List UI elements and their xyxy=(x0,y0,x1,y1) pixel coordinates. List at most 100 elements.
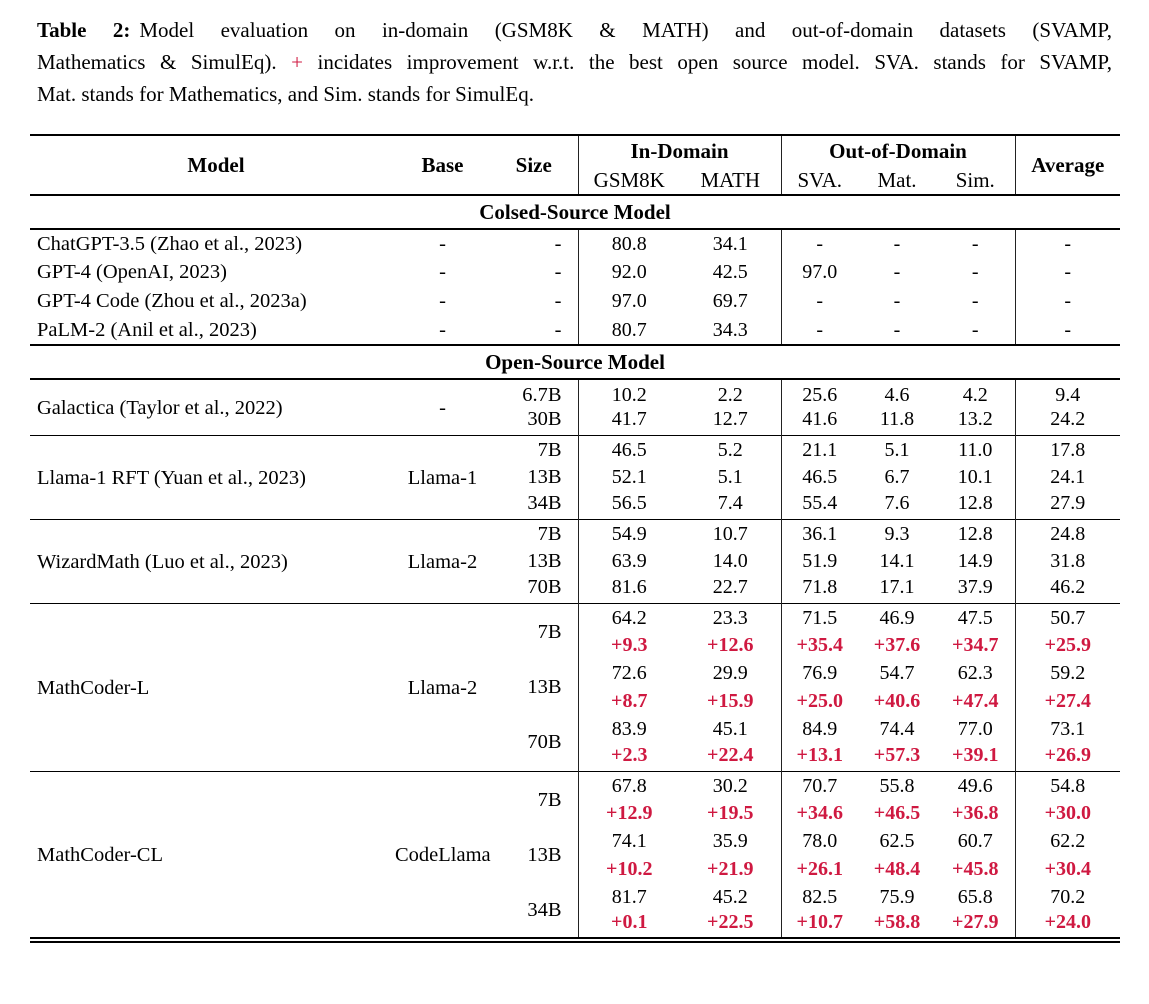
table-body: Colsed-Source Model ChatGPT-3.5 (Zhao et … xyxy=(30,194,1121,940)
size-cell: 34B xyxy=(527,898,562,921)
column-group-out-of-domain: Out-of-Domain xyxy=(780,135,1016,166)
value-cell: 62.3 xyxy=(957,661,993,684)
improvement-cell: +34.6 xyxy=(780,799,858,827)
improvement-cell: +22.5 xyxy=(707,911,754,933)
improvement-cell: +10.7 xyxy=(780,911,858,940)
value-cell: - xyxy=(971,318,979,341)
column-header-gsm8k: GSM8K xyxy=(577,166,680,195)
value-cell: 71.5 xyxy=(780,602,858,631)
table-row: 34B 56.5 7.4 55.4 7.6 12.8 27.9 xyxy=(30,491,1121,519)
value-cell: 63.9 xyxy=(577,547,680,575)
improvement-cell: +58.8 xyxy=(873,911,921,933)
column-header-model: Model xyxy=(187,152,245,177)
model-name-cell: WizardMath (Luo et al., 2023) xyxy=(30,518,395,603)
header-sub-row: GSM8K MATH SVA. Mat. Sim. xyxy=(30,166,1120,195)
value-cell: 41.7 xyxy=(577,407,680,435)
model-name-cell: ChatGPT-3.5 (Zhao et al., 2023) xyxy=(37,232,303,255)
improvement-cell: +30.0 xyxy=(1014,799,1121,827)
size-cell: 7B xyxy=(490,518,578,547)
value-cell: 81.7 xyxy=(577,883,680,911)
improvement-cell: +22.4 xyxy=(707,743,754,766)
header-group-row: Model Base Size In-Domain Out-of-Domain … xyxy=(30,135,1121,195)
value-cell: 17.1 xyxy=(879,575,915,598)
column-header-average: Average xyxy=(1014,135,1121,195)
value-cell: 5.1 xyxy=(717,465,743,488)
section-title: Colsed-Source Model xyxy=(30,194,1121,230)
improvement-cell: +12.6 xyxy=(707,633,754,656)
table-row: GPT-4 Code (Zhou et al., 2023a) - -97.0 69.… xyxy=(30,287,1121,316)
value-cell: 10.1 xyxy=(957,465,993,488)
base-model-cell: - xyxy=(439,261,446,283)
value-cell: 11.0 xyxy=(936,434,1016,463)
improvement-cell: +25.9 xyxy=(1014,631,1121,659)
table-row: GPT-4 (OpenAI, 2023) - -92.0 42.5 97.0- - - xyxy=(30,258,1121,287)
value-cell: 4.2 xyxy=(962,383,988,406)
table-row: 34B 81.7 45.2 82.5 75.9 65.8 70.2 xyxy=(30,883,1121,921)
base-model-cell: - xyxy=(439,290,446,312)
size-cell: 13B xyxy=(527,549,562,572)
section-header-row: Colsed-Source Model xyxy=(30,194,1121,230)
value-cell: 46.2 xyxy=(1014,575,1121,603)
value-cell: - xyxy=(893,318,901,341)
value-cell: - xyxy=(971,232,979,255)
value-cell: 65.8 xyxy=(957,885,993,908)
base-model-cell: - xyxy=(439,232,446,255)
size-cell: 6.7B xyxy=(522,383,562,406)
value-cell: 10.2 xyxy=(577,379,680,407)
value-cell: 54.8 xyxy=(1014,770,1121,799)
value-cell: 23.3 xyxy=(680,602,781,631)
column-header-mathematics: Mat. xyxy=(877,167,917,192)
value-cell: 59.2 xyxy=(1014,659,1121,687)
improvement-cell: +36.8 xyxy=(952,801,999,824)
value-cell: 45.1 xyxy=(712,717,748,740)
value-cell: 92.0 xyxy=(577,258,680,287)
value-cell: 80.8 xyxy=(577,229,680,258)
table-row: 30B 41.7 12.7 41.6 11.8 13.2 24.2 xyxy=(30,407,1121,435)
value-cell: 74.1 xyxy=(577,827,680,855)
value-cell: 50.7 xyxy=(1014,602,1121,631)
value-cell: 14.0 xyxy=(712,549,748,572)
value-cell: 47.5 xyxy=(936,602,1016,631)
value-cell: 83.9 xyxy=(577,715,680,743)
improvement-row: +8.7 +15.9 +25.0 +40.6 +47.4 +27.4 xyxy=(30,687,1121,715)
value-cell: 6.7 xyxy=(884,465,910,488)
value-cell: 73.1 xyxy=(1014,715,1121,743)
value-cell: 27.9 xyxy=(1014,491,1121,519)
size-cell: 7B xyxy=(490,434,578,463)
value-cell: 42.5 xyxy=(712,261,748,283)
improvement-cell: +19.5 xyxy=(707,801,754,824)
size-cell: 13B xyxy=(527,675,562,698)
column-header-base: Base xyxy=(421,152,464,177)
value-cell: 24.1 xyxy=(1014,463,1121,491)
table-row: ChatGPT-3.5 (Zhao et al., 2023) - - 80.8 34.… xyxy=(30,229,1121,258)
caption-line-3: Mat. stands for Mathematics, and Sim. st… xyxy=(37,82,534,106)
value-cell: 12.8 xyxy=(936,518,1016,547)
model-name-cell: GPT-4 Code (Zhou et al., 2023a) xyxy=(37,290,307,312)
improvement-cell: +0.1 xyxy=(577,911,680,940)
table-row: MathCoder-CL CodeLlama 7B 67.8 30.2 70.7 55.8 4… xyxy=(30,770,1121,940)
value-cell: 74.4 xyxy=(879,717,915,740)
improvement-cell: +34.7 xyxy=(952,633,999,656)
size-cell: 13B xyxy=(527,843,562,866)
size-cell: 7B xyxy=(490,770,578,827)
value-cell: - xyxy=(1014,229,1121,258)
value-cell: 34.1 xyxy=(712,232,748,255)
improvement-row: +12.9 +19.5 +34.6 +46.5 +36.8 +30.0 xyxy=(30,799,1121,827)
value-cell: 46.5 xyxy=(780,463,858,491)
size-cell: - xyxy=(554,261,562,283)
improvement-cell: +10.2 xyxy=(577,855,680,883)
column-group-in-domain: In-Domain xyxy=(577,135,781,166)
improvement-cell: +8.7 xyxy=(577,687,680,715)
value-cell: 77.0 xyxy=(957,717,993,740)
improvement-cell: +9.3 xyxy=(577,631,680,659)
value-cell: 30.2 xyxy=(680,770,781,799)
value-cell: 46.9 xyxy=(858,602,936,631)
value-cell: 9.3 xyxy=(858,518,936,547)
value-cell: 56.5 xyxy=(577,491,680,519)
value-cell: 71.8 xyxy=(780,575,858,603)
improvement-cell: +24.0 xyxy=(1014,911,1121,940)
column-header-svamp: SVA. xyxy=(780,166,858,195)
improvement-cell: +26.9 xyxy=(1014,743,1121,771)
table-row: Galactica (Taylor et al., 2022) - 6.7B 10.2… xyxy=(30,379,1121,419)
